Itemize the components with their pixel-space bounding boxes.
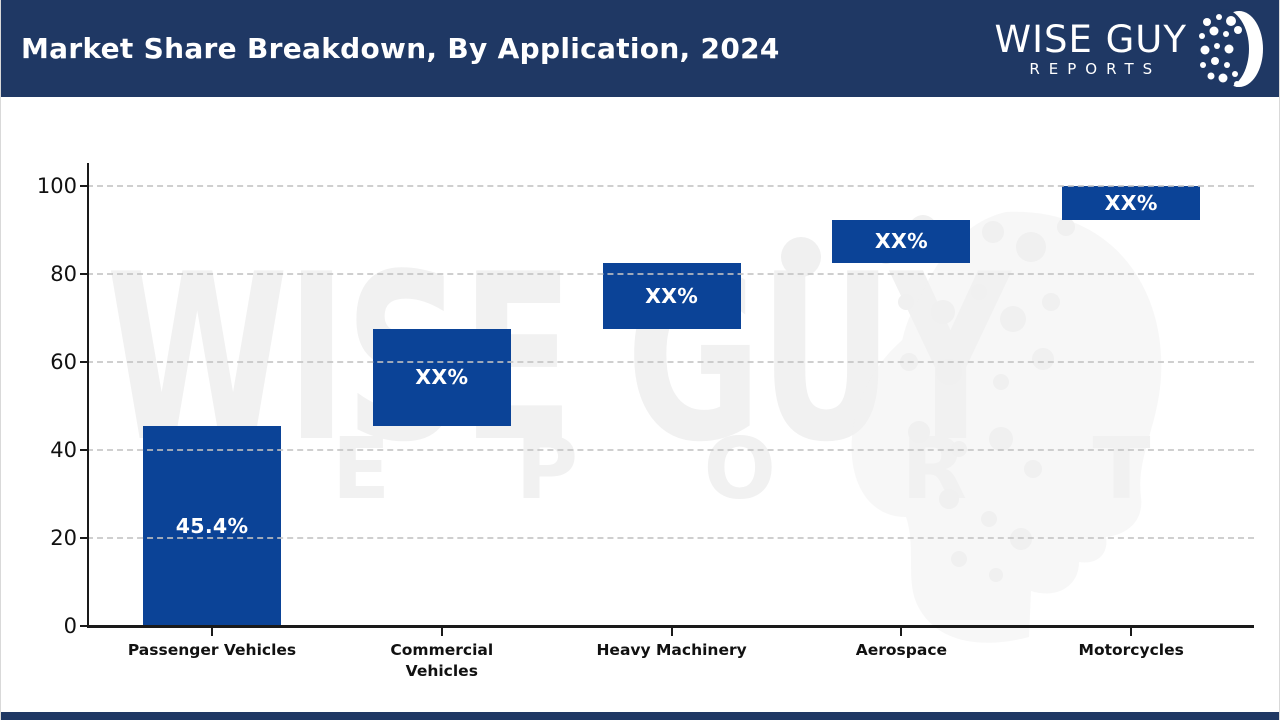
x-tick-mark <box>670 628 673 636</box>
x-axis-line <box>87 625 1254 628</box>
x-tick-mark <box>211 628 213 636</box>
bar-value-label: XX% <box>645 283 699 308</box>
y-tick-mark <box>80 361 87 363</box>
y-tick-mark <box>80 273 87 275</box>
x-tick-mark <box>440 628 443 636</box>
chart-title: Market Share Breakdown, By Application, … <box>21 32 780 65</box>
y-tick-label: 0 <box>63 614 77 638</box>
x-category-label-line: Heavy Machinery <box>596 641 747 659</box>
brand-logo: WISE GUY REPORTS <box>995 8 1267 90</box>
x-category-label-motorcycles: Motorcycles <box>1021 640 1241 661</box>
y-tick-mark <box>80 185 87 187</box>
x-category-label-line: Motorcycles <box>1078 641 1184 659</box>
brand-name: WISE GUY <box>994 17 1187 61</box>
x-category-label-line: Commercial <box>390 641 494 659</box>
bar-passenger-vehicles: 45.4% <box>143 426 281 626</box>
y-tick-mark <box>80 537 87 539</box>
brand-face-icon <box>1197 8 1263 89</box>
bar-motorcycles: XX% <box>1062 186 1201 220</box>
y-tick-label: 80 <box>50 262 77 286</box>
chart-area: WISE GUY R E P O R T S <box>1 97 1279 712</box>
gridline-20 <box>87 537 1254 539</box>
footer-bar <box>1 712 1279 720</box>
bar-value-label: 45.4% <box>175 514 249 539</box>
x-category-label-heavy-machinery: Heavy Machinery <box>562 640 782 661</box>
bar-value-label: XX% <box>874 229 928 254</box>
brand-logo-text: WISE GUY REPORTS <box>995 21 1187 77</box>
y-tick-mark <box>80 449 87 451</box>
bar-commercial-vehicles: XX% <box>372 328 511 427</box>
x-category-label-line: Passenger Vehicles <box>127 641 297 659</box>
y-tick-label: 20 <box>50 526 77 550</box>
bar-value-label: XX% <box>1104 190 1158 215</box>
x-category-label-aerospace: Aerospace <box>791 640 1011 661</box>
y-tick-label: 40 <box>50 438 77 462</box>
gridline-100 <box>87 185 1254 187</box>
brand-subtitle: REPORTS <box>1029 59 1162 78</box>
gridline-40 <box>87 449 1254 451</box>
y-tick-label: 60 <box>50 350 77 374</box>
x-tick-mark <box>1130 628 1133 636</box>
y-tick-label: 100 <box>36 174 77 198</box>
x-category-label-line: Vehicles <box>405 661 478 680</box>
gridline-80 <box>87 273 1254 275</box>
y-tick-mark <box>80 625 87 627</box>
y-axis-line <box>87 163 89 628</box>
bar-aerospace: XX% <box>832 219 971 263</box>
gridline-60 <box>87 361 1254 363</box>
x-category-label-commercial-vehicles: Commercial Vehicles <box>332 640 552 682</box>
bar-value-label: XX% <box>415 365 469 390</box>
x-tick-mark <box>900 628 903 636</box>
x-category-label-line: Aerospace <box>855 641 948 659</box>
header-bar: Market Share Breakdown, By Application, … <box>1 0 1279 97</box>
x-category-label-passenger-vehicles: Passenger Vehicles <box>102 640 322 661</box>
